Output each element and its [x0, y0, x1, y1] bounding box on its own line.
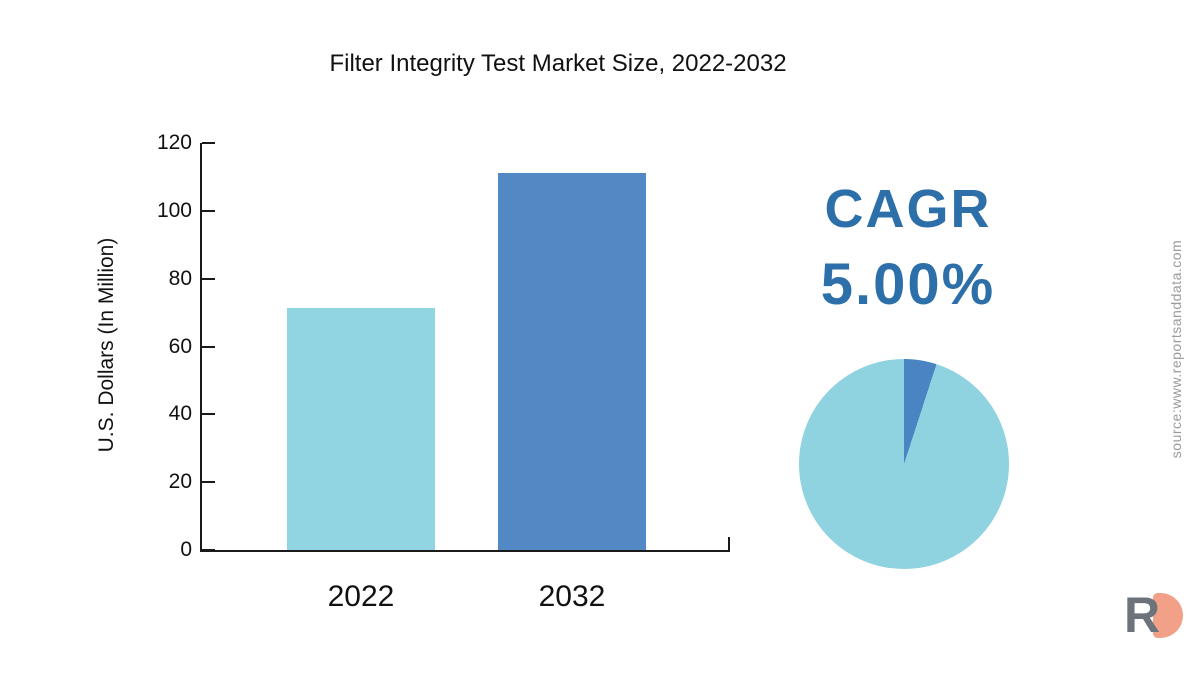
- y-tick-mark: [202, 549, 215, 551]
- y-axis-title: U.S. Dollars (In Million): [95, 237, 118, 453]
- y-tick-mark: [202, 277, 215, 280]
- y-tick-label: 100: [156, 198, 192, 222]
- y-tick-mark: [202, 209, 215, 212]
- y-tick-mark: [202, 413, 215, 416]
- y-tick-label: 40: [168, 402, 192, 426]
- x-tick-label: 2022: [327, 580, 395, 613]
- y-tick-mark: [202, 345, 215, 348]
- plot-area: 0 20 40 60 80 100 120 2022 2032: [157, 131, 730, 613]
- x-axis-end-tick: [728, 537, 730, 550]
- cagr-value: 5.00%: [820, 252, 996, 317]
- x-tick-label: 2032: [538, 580, 606, 613]
- y-tick-label: 60: [168, 334, 192, 358]
- bar-2032: [498, 172, 646, 550]
- brand-logo: R: [1124, 587, 1184, 643]
- pie-chart: [799, 359, 1009, 569]
- chart-title: Filter Integrity Test Market Size, 2022-…: [329, 50, 787, 77]
- y-tick-mark: [202, 142, 215, 144]
- bar-2022: [287, 307, 435, 550]
- y-tick-mark: [202, 481, 215, 484]
- cagr-label: CAGR: [824, 179, 992, 239]
- y-tick-label: 120: [156, 131, 192, 154]
- source-credit: source:www.reportsanddata.com: [1168, 239, 1184, 459]
- logo-letter-r: R: [1124, 587, 1161, 643]
- y-tick-label: 0: [180, 538, 192, 561]
- y-tick-label: 80: [168, 266, 192, 290]
- cagr-block: CAGR 5.00%: [821, 182, 995, 314]
- y-tick-label: 20: [168, 470, 192, 494]
